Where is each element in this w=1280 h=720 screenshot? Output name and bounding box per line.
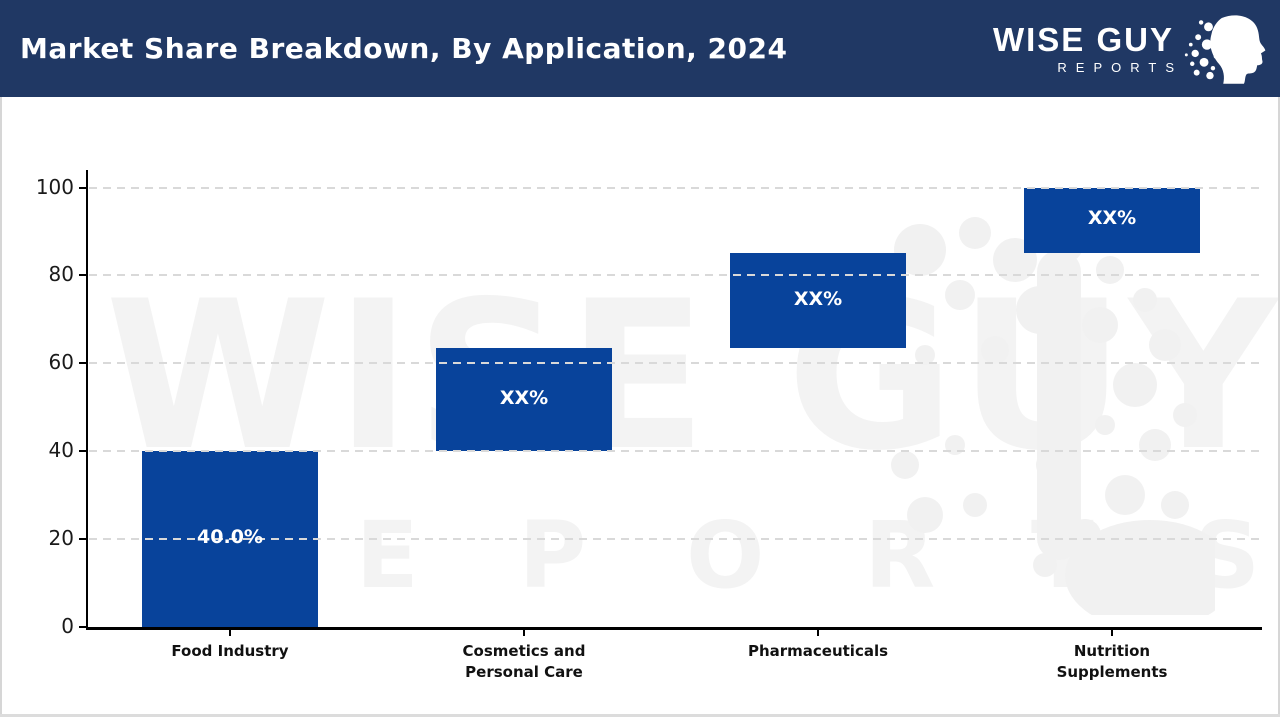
- y-axis-tick-label: 40: [48, 438, 74, 463]
- page-title: Market Share Breakdown, By Application, …: [20, 32, 788, 65]
- y-axis-line: [86, 170, 88, 630]
- header: Market Share Breakdown, By Application, …: [0, 0, 1280, 97]
- y-axis-tick-label: 20: [48, 526, 74, 551]
- bar-value-label: XX%: [499, 386, 549, 409]
- y-axis-tick: [79, 450, 87, 453]
- y-axis-tick: [79, 274, 87, 277]
- x-axis-category-label: Cosmetics and Personal Care: [462, 642, 586, 681]
- logo-subtitle: REPORTS: [1057, 59, 1183, 75]
- gridline: [89, 538, 1262, 541]
- x-axis-tick: [229, 629, 231, 636]
- x-axis-tick: [523, 629, 525, 636]
- y-axis-tick: [79, 362, 87, 365]
- y-axis-tick-label: 80: [48, 262, 74, 287]
- y-axis-tick: [79, 538, 87, 541]
- bar-value-label: XX%: [793, 287, 843, 310]
- gridline: [89, 186, 1262, 189]
- y-axis-tick: [79, 626, 87, 628]
- x-axis-category-label: Nutrition Supplements: [1056, 642, 1168, 681]
- left-border: [0, 97, 2, 715]
- y-axis-tick-label: 60: [48, 350, 74, 375]
- y-axis-tick: [79, 186, 87, 189]
- logo-head-icon: [1184, 14, 1266, 84]
- y-axis-tick-label: 100: [35, 174, 74, 199]
- x-axis-category-label: Food Industry: [171, 642, 289, 660]
- x-axis-tick: [1111, 629, 1113, 636]
- bar-segment: [436, 347, 612, 452]
- bar-segment: [730, 253, 906, 348]
- bottom-divider: [0, 714, 1280, 717]
- logo-text: WISE GUY REPORTS: [992, 20, 1174, 75]
- logo: WISE GUY REPORTS: [993, 3, 1280, 95]
- x-axis-line: [86, 627, 1262, 630]
- gridline: [89, 274, 1262, 277]
- gridline: [89, 450, 1262, 453]
- x-axis-tick: [817, 629, 819, 636]
- x-axis-category-label: Pharmaceuticals: [747, 642, 889, 660]
- right-border: [1278, 97, 1280, 715]
- bar-value-label: 40.0%: [197, 526, 263, 549]
- bar-value-label: XX%: [1087, 207, 1137, 230]
- logo-wordmark: WISE GUY: [992, 20, 1174, 58]
- bar-segment: [1024, 187, 1200, 254]
- gridline: [89, 362, 1262, 365]
- y-axis-tick-label: 0: [61, 614, 74, 638]
